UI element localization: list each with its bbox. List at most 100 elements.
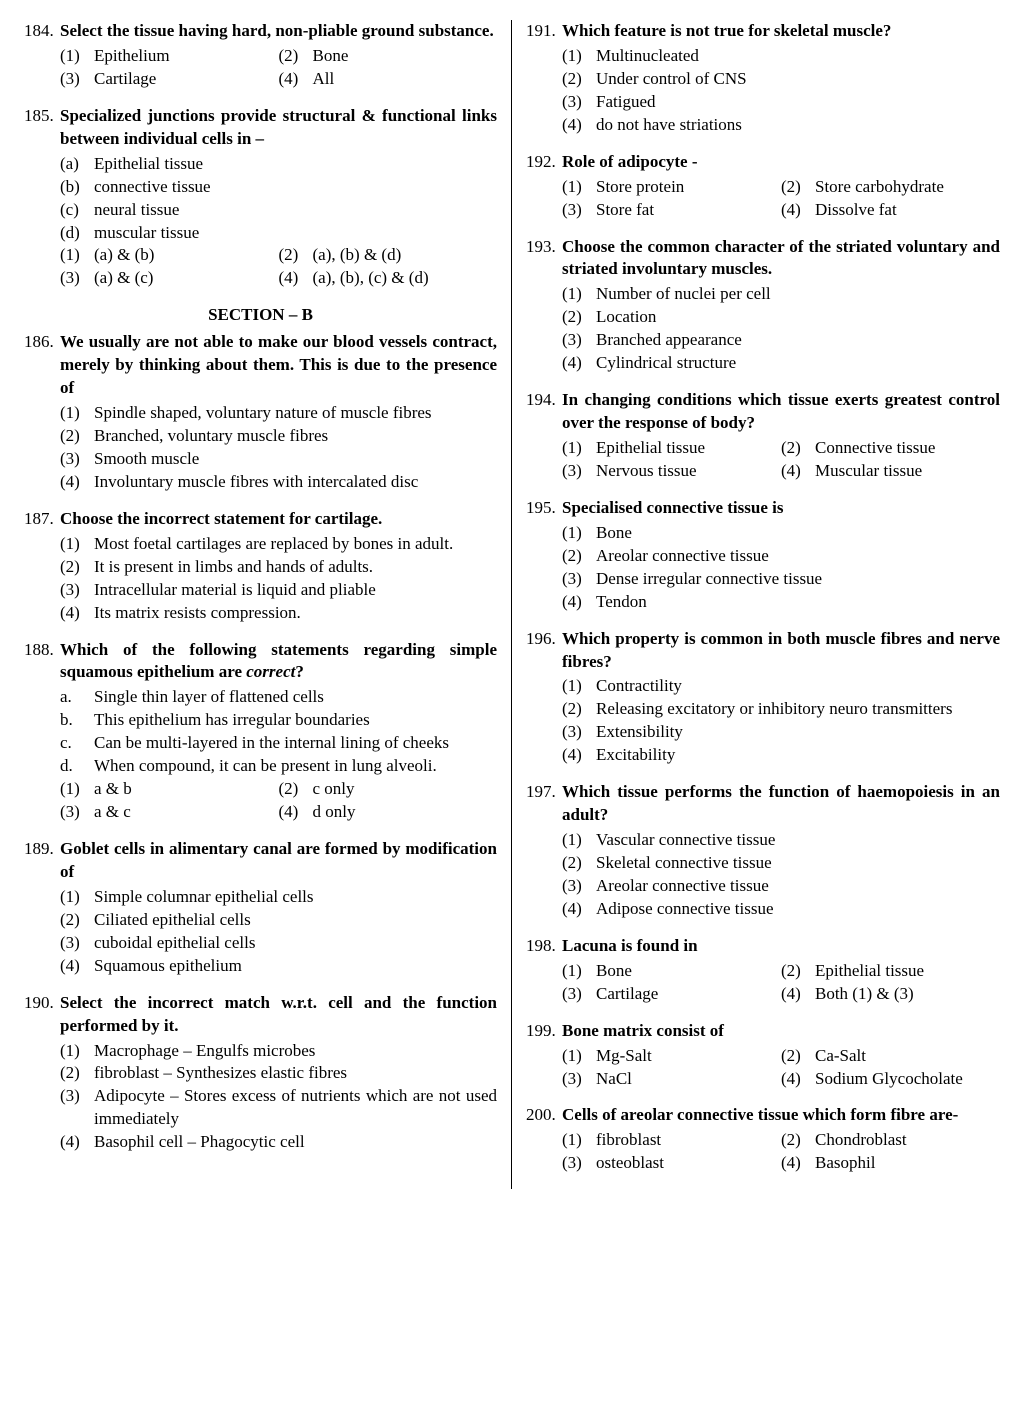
question-body: Cells of areolar connective tissue which… bbox=[562, 1104, 1000, 1175]
question-stem: Select the tissue having hard, non-pliab… bbox=[60, 20, 497, 43]
question-stem: We usually are not able to make our bloo… bbox=[60, 331, 497, 400]
option-label: (2) bbox=[279, 45, 313, 68]
option-text: Branched appearance bbox=[596, 329, 1000, 352]
sub-text: When compound, it can be present in lung… bbox=[94, 755, 497, 778]
option-label: (3) bbox=[562, 199, 596, 222]
option: (1)Multinucleated bbox=[562, 45, 1000, 68]
sub-option: (a)Epithelial tissue bbox=[60, 153, 497, 176]
option: (4)All bbox=[279, 68, 498, 91]
question: 193.Choose the common character of the s… bbox=[526, 236, 1000, 376]
options-grid: (1)Bone(2)Epithelial tissue(3)Cartilage(… bbox=[562, 960, 1000, 1006]
option: (4)Adipose connective tissue bbox=[562, 898, 1000, 921]
option: (4)Involuntary muscle fibres with interc… bbox=[60, 471, 497, 494]
option: (3)Dense irregular connective tissue bbox=[562, 568, 1000, 591]
question: 188.Which of the following statements re… bbox=[24, 639, 497, 825]
option-text: Branched, voluntary muscle fibres bbox=[94, 425, 497, 448]
option: (2)Areolar connective tissue bbox=[562, 545, 1000, 568]
option-text: Vascular connective tissue bbox=[596, 829, 1000, 852]
option-label: (4) bbox=[562, 114, 596, 137]
option-text: Cartilage bbox=[596, 983, 781, 1006]
option-text: Both (1) & (3) bbox=[815, 983, 1000, 1006]
question-number: 187. bbox=[24, 508, 60, 625]
question: 186.We usually are not able to make our … bbox=[24, 331, 497, 494]
sub-option: a.Single thin layer of flattened cells bbox=[60, 686, 497, 709]
option-label: (4) bbox=[781, 460, 815, 483]
option: (1)Epithelial tissue bbox=[562, 437, 781, 460]
question: 198.Lacuna is found in(1)Bone(2)Epitheli… bbox=[526, 935, 1000, 1006]
question-body: Which of the following statements regard… bbox=[60, 639, 497, 825]
sub-option: (c)neural tissue bbox=[60, 199, 497, 222]
option: (3)osteoblast bbox=[562, 1152, 781, 1175]
option: (4)Squamous epithelium bbox=[60, 955, 497, 978]
option-label: (3) bbox=[562, 721, 596, 744]
option-label: (2) bbox=[562, 68, 596, 91]
sub-label: b. bbox=[60, 709, 94, 732]
option-label: (2) bbox=[60, 909, 94, 932]
option-label: (2) bbox=[60, 425, 94, 448]
option: (3)Cartilage bbox=[60, 68, 279, 91]
page: 184.Select the tissue having hard, non-p… bbox=[24, 20, 1000, 1189]
option-label: (1) bbox=[562, 176, 596, 199]
sub-text: This epithelium has irregular boundaries bbox=[94, 709, 497, 732]
option: (4)Basophil bbox=[781, 1152, 1000, 1175]
option: (1)Bone bbox=[562, 522, 1000, 545]
option-label: (1) bbox=[562, 437, 596, 460]
option-label: (1) bbox=[562, 1045, 596, 1068]
option-label: (3) bbox=[60, 68, 94, 91]
option: (3)(a) & (c) bbox=[60, 267, 279, 290]
option-text: osteoblast bbox=[596, 1152, 781, 1175]
option: (3)cuboidal epithelial cells bbox=[60, 932, 497, 955]
option-text: Adipocyte – Stores excess of nutrients w… bbox=[94, 1085, 497, 1131]
question: 194.In changing conditions which tissue … bbox=[526, 389, 1000, 483]
sub-text: neural tissue bbox=[94, 199, 497, 222]
option-text: Number of nuclei per cell bbox=[596, 283, 1000, 306]
sub-text: Epithelial tissue bbox=[94, 153, 497, 176]
option-text: (a) & (c) bbox=[94, 267, 279, 290]
option-label: (4) bbox=[781, 1068, 815, 1091]
option: (3)Intracellular material is liquid and … bbox=[60, 579, 497, 602]
option-text: Epithelium bbox=[94, 45, 279, 68]
question-number: 197. bbox=[526, 781, 562, 921]
option: (2)Bone bbox=[279, 45, 498, 68]
option-text: Dissolve fat bbox=[815, 199, 1000, 222]
option-label: (3) bbox=[562, 875, 596, 898]
option-text: Tendon bbox=[596, 591, 1000, 614]
question-body: Role of adipocyte -(1)Store protein(2)St… bbox=[562, 151, 1000, 222]
option-text: Muscular tissue bbox=[815, 460, 1000, 483]
option: (2)Chondroblast bbox=[781, 1129, 1000, 1152]
question: 197.Which tissue performs the function o… bbox=[526, 781, 1000, 921]
question-stem: Specialized junctions provide structural… bbox=[60, 105, 497, 151]
option: (4)Basophil cell – Phagocytic cell bbox=[60, 1131, 497, 1154]
options-grid: (1)Epithelium(2)Bone(3)Cartilage(4)All bbox=[60, 45, 497, 91]
option-label: (4) bbox=[279, 801, 313, 824]
option: (1)Mg-Salt bbox=[562, 1045, 781, 1068]
option-label: (1) bbox=[562, 1129, 596, 1152]
question-body: Which feature is not true for skeletal m… bbox=[562, 20, 1000, 137]
option-label: (1) bbox=[562, 45, 596, 68]
option-text: Epithelial tissue bbox=[815, 960, 1000, 983]
question-body: Bone matrix consist of(1)Mg-Salt(2)Ca-Sa… bbox=[562, 1020, 1000, 1091]
option: (4)Muscular tissue bbox=[781, 460, 1000, 483]
option: (1)a & b bbox=[60, 778, 279, 801]
question-stem: Specialised connective tissue is bbox=[562, 497, 1000, 520]
option-label: (2) bbox=[60, 556, 94, 579]
question-body: Which property is common in both muscle … bbox=[562, 628, 1000, 768]
question-body: In changing conditions which tissue exer… bbox=[562, 389, 1000, 483]
option-text: Ca-Salt bbox=[815, 1045, 1000, 1068]
question-number: 185. bbox=[24, 105, 60, 291]
option-label: (4) bbox=[562, 744, 596, 767]
question-body: Lacuna is found in(1)Bone(2)Epithelial t… bbox=[562, 935, 1000, 1006]
option-label: (4) bbox=[781, 1152, 815, 1175]
option-text: Fatigued bbox=[596, 91, 1000, 114]
option: (2)Connective tissue bbox=[781, 437, 1000, 460]
question-body: Choose the common character of the stria… bbox=[562, 236, 1000, 376]
option: (1)Most foetal cartilages are replaced b… bbox=[60, 533, 497, 556]
option-text: Cartilage bbox=[94, 68, 279, 91]
option: (2)Releasing excitatory or inhibitory ne… bbox=[562, 698, 1000, 721]
question-number: 193. bbox=[526, 236, 562, 376]
option: (2)(a), (b) & (d) bbox=[279, 244, 498, 267]
sub-text: muscular tissue bbox=[94, 222, 497, 245]
option-label: (1) bbox=[60, 886, 94, 909]
option-text: (a), (b), (c) & (d) bbox=[313, 267, 498, 290]
option-label: (4) bbox=[781, 983, 815, 1006]
